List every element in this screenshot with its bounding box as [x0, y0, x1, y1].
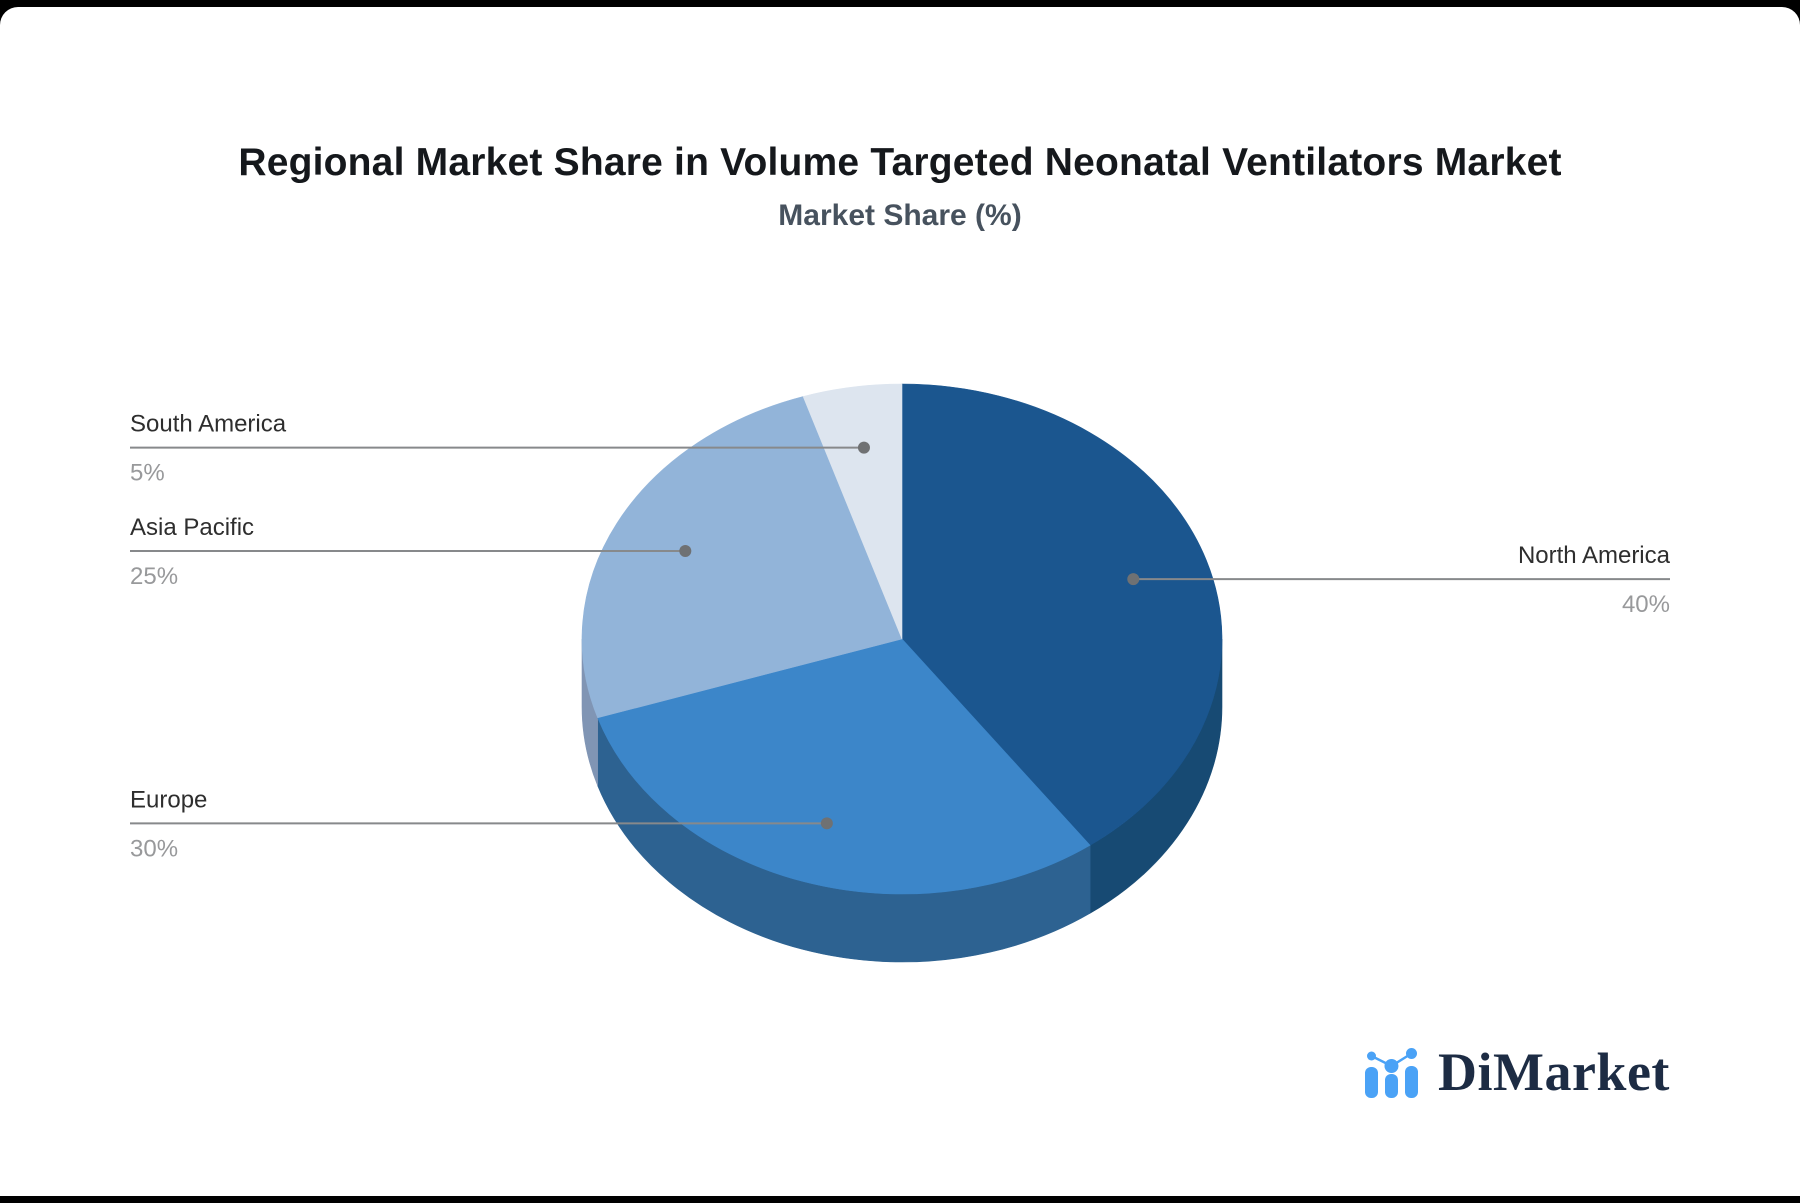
- leader-dot-south-america: [857, 441, 870, 454]
- pie-slice-europe[interactable]: [597, 638, 1091, 895]
- chart-stage: Regional Market Share in Volume Targeted…: [0, 7, 1800, 1196]
- segment-value-europe: 30%: [130, 835, 178, 862]
- logo-text: DiMarket: [1438, 1042, 1670, 1102]
- segment-label-north-america: North America: [1518, 542, 1671, 569]
- segment-value-south-america: 5%: [130, 460, 165, 487]
- bar-chart-trend-icon-part: [1405, 1066, 1418, 1098]
- leader-dot-europe: [820, 817, 833, 830]
- segment-label-asia-pacific: Asia Pacific: [130, 514, 254, 541]
- pie-chart: North America 40% Europe 30% Asia Pacific 25%…: [130, 383, 1671, 963]
- bar-chart-trend-icon: [1365, 1048, 1418, 1098]
- leader-dot-asia-pacific: [679, 545, 692, 558]
- chart-title: Regional Market Share in Volume Targeted…: [238, 141, 1562, 184]
- leader-dot-north-america: [1127, 573, 1140, 586]
- bar-chart-trend-icon-part: [1367, 1051, 1376, 1061]
- bar-chart-trend-icon-part: [1406, 1048, 1417, 1059]
- segment-value-asia-pacific: 25%: [130, 563, 178, 590]
- pie-slice-north-america[interactable]: [901, 383, 1223, 846]
- bar-chart-trend-icon-part: [1385, 1074, 1398, 1098]
- logo: DiMarket: [1362, 1043, 1670, 1101]
- bar-chart-trend-icon-part: [1365, 1067, 1378, 1098]
- chart-card: Regional Market Share in Volume Targeted…: [0, 7, 1800, 1196]
- bar-chart-trend-icon-part: [1384, 1059, 1399, 1073]
- segment-label-europe: Europe: [130, 786, 207, 813]
- pie-slice-asia-pacific[interactable]: [581, 396, 903, 719]
- chart-subtitle: Market Share (%): [778, 199, 1022, 232]
- segment-value-north-america: 40%: [1622, 591, 1670, 618]
- segment-label-south-america: South America: [130, 411, 287, 438]
